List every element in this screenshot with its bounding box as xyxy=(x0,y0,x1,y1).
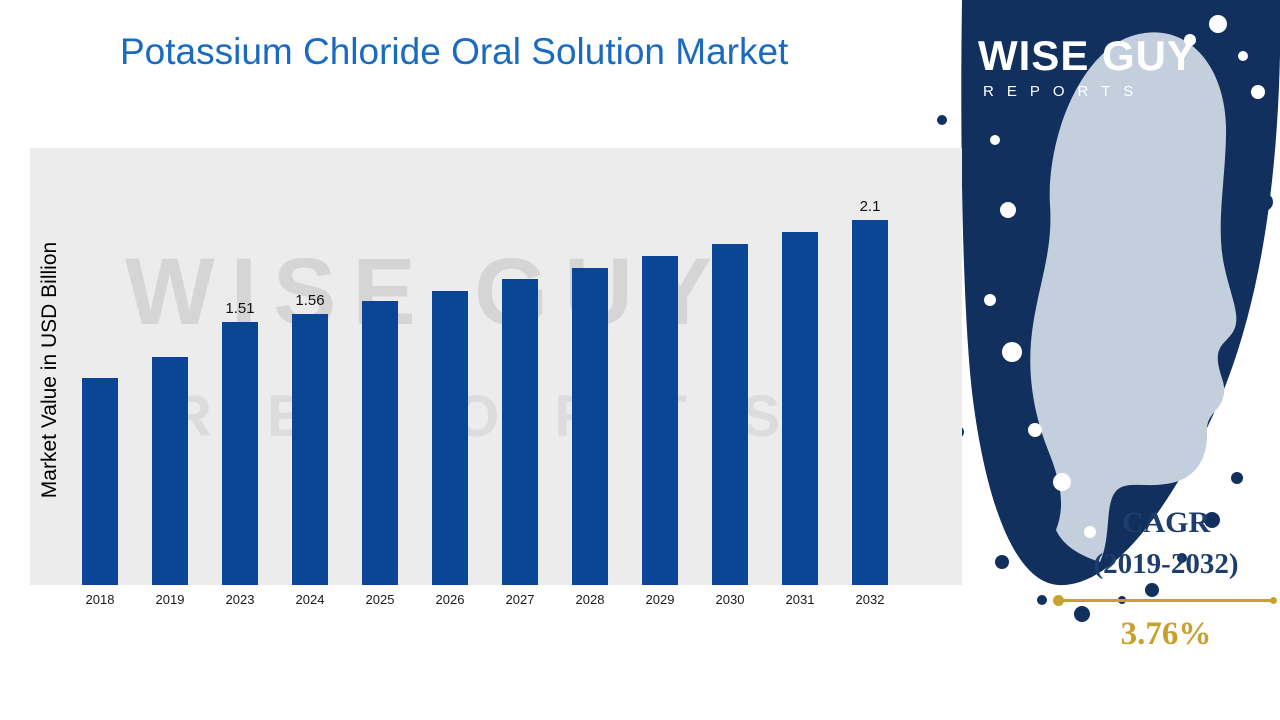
bar xyxy=(782,232,818,585)
bar-group xyxy=(65,378,135,585)
cagr-range: (2019-2032) xyxy=(1093,548,1239,580)
bar-group xyxy=(485,279,555,585)
bar xyxy=(362,301,398,585)
bar xyxy=(852,220,888,585)
x-tick-label: 2026 xyxy=(435,592,465,607)
bar-group: 2.1 xyxy=(835,198,905,585)
logo: WISE GUY REPORTS xyxy=(978,32,1196,100)
cagr-label: CAGR xyxy=(1121,506,1211,539)
bar xyxy=(642,256,678,585)
chart-area: WISE GUY REPORTS 1.511.562.1 xyxy=(30,148,962,585)
bar-group xyxy=(695,244,765,585)
logo-subtitle: REPORTS xyxy=(983,83,1147,100)
bar-group xyxy=(345,301,415,585)
bar-group xyxy=(625,256,695,585)
bar-group xyxy=(415,291,485,585)
x-tick-label: 2032 xyxy=(855,592,885,607)
watermark-line2: REPORTS xyxy=(170,383,835,450)
x-tick-label: 2031 xyxy=(785,592,815,607)
bar-group: 1.51 xyxy=(205,300,275,585)
x-tick-label: 2019 xyxy=(155,592,185,607)
bar-group xyxy=(555,268,625,585)
x-tick-label: 2018 xyxy=(85,592,115,607)
bar xyxy=(502,279,538,585)
bar-value-label: 1.51 xyxy=(225,300,255,317)
divider-dot-right-icon xyxy=(1270,597,1277,604)
logo-wordmark: WISE GUY xyxy=(978,32,1197,79)
page-title: Potassium Chloride Oral Solution Market xyxy=(120,31,789,72)
bar xyxy=(222,322,258,585)
bar xyxy=(572,268,608,585)
bar-group xyxy=(135,357,205,585)
x-tick-label: 2030 xyxy=(715,592,745,607)
bar-group: 1.56 xyxy=(275,292,345,585)
halftone-dots-white xyxy=(984,15,1265,538)
bar xyxy=(432,291,468,585)
bar-value-label: 1.56 xyxy=(295,292,325,309)
x-tick-label: 2027 xyxy=(505,592,535,607)
bar-value-label: 2.1 xyxy=(859,198,881,215)
bar xyxy=(292,314,328,585)
cagr-block: CAGR (2019-2032) 3.76% xyxy=(1053,506,1277,653)
cagr-value: 3.76% xyxy=(1120,616,1212,652)
bar xyxy=(82,378,118,585)
face-profile-icon xyxy=(1030,32,1237,563)
bar-group xyxy=(765,232,835,585)
x-axis: 2018 2019 2023 2024 2025 2026 2027 2028 2029 2030… xyxy=(30,592,962,607)
bar xyxy=(152,357,188,585)
bar xyxy=(712,244,748,585)
x-tick-label: 2028 xyxy=(575,592,605,607)
x-tick-label: 2025 xyxy=(365,592,395,607)
x-tick-label: 2029 xyxy=(645,592,675,607)
bars: 1.51 1.56 2.1 xyxy=(30,148,962,585)
x-tick-label: 2024 xyxy=(295,592,325,607)
divider-dot-left-icon xyxy=(1053,595,1064,606)
x-tick-label: 2023 xyxy=(225,592,255,607)
cagr-divider xyxy=(1053,595,1277,606)
